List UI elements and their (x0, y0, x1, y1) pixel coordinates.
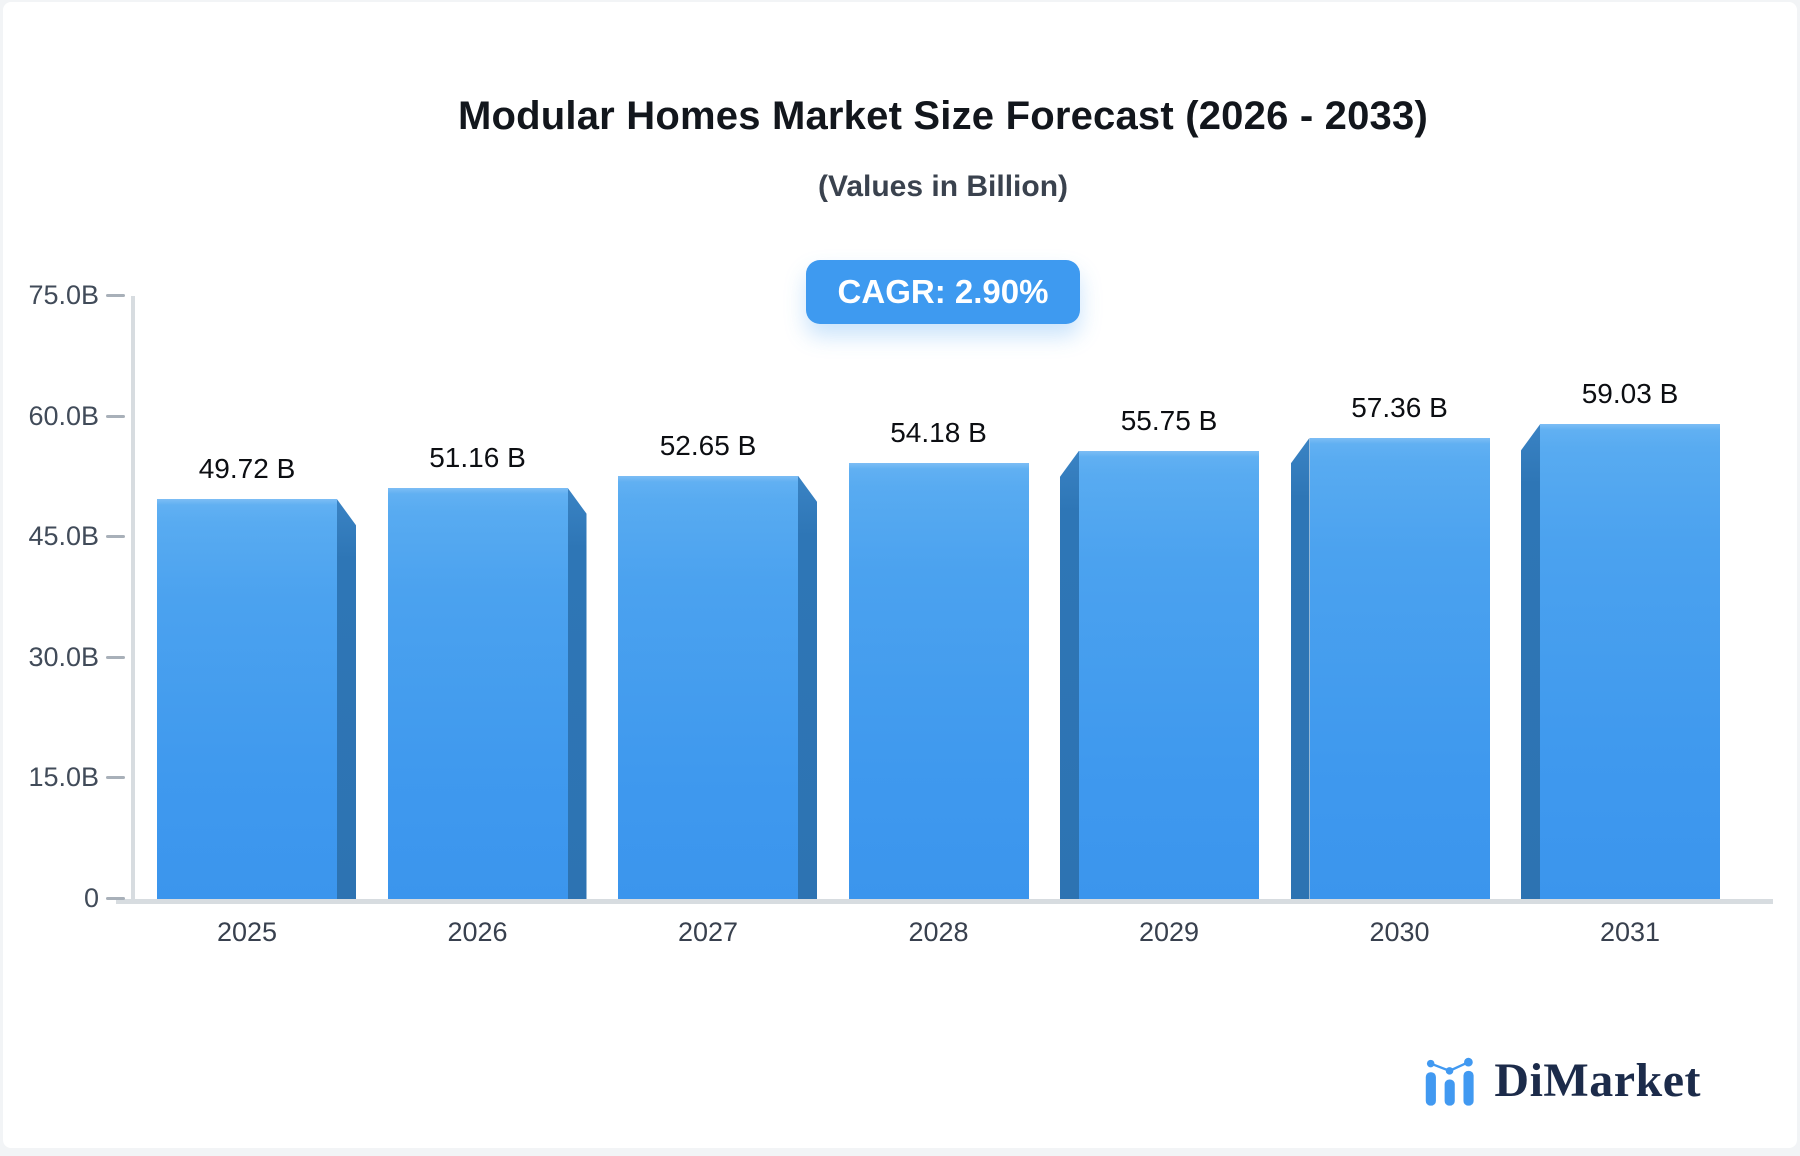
y-axis-label: 75.0B (28, 280, 99, 310)
bar-chart-logo-icon (1426, 1057, 1475, 1106)
bar-face (387, 487, 568, 899)
chart-title: Modular Homes Market Size Forecast (2026… (458, 94, 1428, 138)
x-axis-label: 2025 (216, 917, 278, 947)
x-axis-label: 2028 (908, 917, 969, 947)
y-axis-tick (106, 776, 125, 780)
bar-2026 (387, 487, 587, 899)
chart-canvas: Modular Homes Market Size Forecast (2026… (3, 2, 1797, 1148)
cagr-badge-row: CAGR: 2.90% (83, 260, 1800, 324)
x-axis-label: 2030 (1369, 917, 1430, 947)
bar-2029 (1060, 450, 1259, 899)
bar-face (1079, 450, 1259, 899)
bar-face (618, 475, 798, 899)
x-axis-label: 2029 (1138, 917, 1200, 947)
bar-value-label: 51.16 B (429, 441, 526, 473)
bar-value-label: 59.03 B (1581, 378, 1679, 410)
bar-2031 (1521, 424, 1720, 899)
bar-2030 (1290, 437, 1490, 899)
y-axis-tick (106, 535, 125, 539)
cagr-badge: CAGR: 2.90% (805, 260, 1081, 324)
x-axis-label: 2031 (1599, 917, 1661, 947)
bar-2027 (618, 475, 817, 899)
x-axis-label: 2027 (677, 917, 739, 947)
y-axis-tick (106, 294, 125, 297)
bar-face (1540, 424, 1720, 899)
y-axis-label: 15.0B (28, 762, 99, 793)
y-axis-label: 30.0B (28, 641, 99, 672)
bar-side-shade (337, 499, 356, 899)
y-axis-tick (106, 414, 125, 418)
bar-side-shade (567, 487, 587, 899)
y-axis-tick (106, 897, 125, 900)
y-axis-tick (106, 655, 125, 659)
bar-side-shade (1521, 424, 1540, 899)
chart-subtitle: (Values in Billion) (817, 170, 1069, 203)
bar-value-label: 54.18 B (890, 417, 987, 449)
bar-value-label: 57.36 B (1351, 391, 1448, 423)
bar-side-shade (1290, 437, 1310, 899)
bar-value-label: 52.65 B (659, 429, 757, 461)
y-axis-label: 60.0B (28, 400, 99, 431)
x-axis-label: 2026 (447, 917, 508, 947)
bar-value-label: 55.75 B (1120, 404, 1218, 436)
y-axis-line (131, 296, 135, 904)
x-axis-line (116, 899, 1773, 904)
bar-face (1309, 437, 1490, 899)
y-axis-label: 45.0B (28, 521, 99, 552)
bar-face (848, 463, 1029, 899)
y-axis-label: 0 (83, 883, 99, 913)
bar-2025 (157, 499, 356, 899)
bar-side-shade (1060, 450, 1079, 899)
bar-face (157, 499, 337, 899)
brand-logo-text: DiMarket (1494, 1054, 1701, 1107)
brand-logo: DiMarket (1422, 1053, 1701, 1108)
bar-side-shade (798, 475, 817, 899)
bar-2028 (848, 463, 1029, 899)
chart-card: Modular Homes Market Size Forecast (2026… (3, 2, 1797, 1148)
bar-value-label: 49.72 B (198, 453, 296, 485)
